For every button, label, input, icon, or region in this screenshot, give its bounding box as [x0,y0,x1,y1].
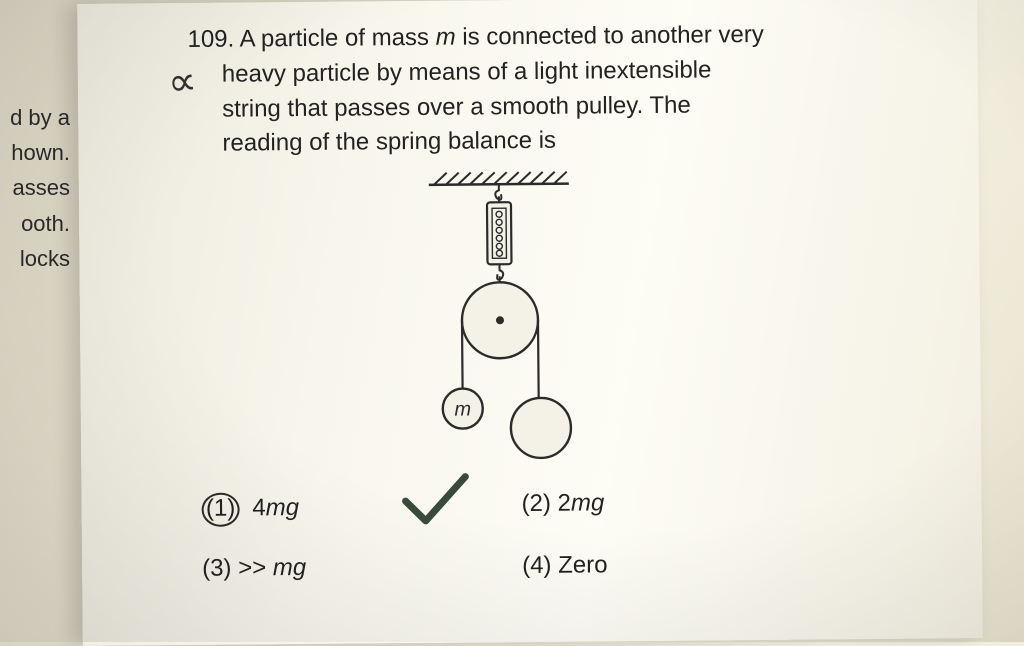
option-value-1: 4mg [252,494,299,521]
option-key-3: (3) [202,555,232,582]
option-value-4: Zero [558,551,608,578]
options-block: (1) 4mg (2) 2mg (3) >> mg (4) Zero [201,487,842,611]
option-2: (2) 2mg [521,488,781,524]
question-text-3: string that passes over a smooth pulley.… [222,88,691,127]
option-key-2: (2) [521,490,551,517]
cropped-left-text: d by a hown. asses ooth. locks [0,100,70,276]
edge-line: locks [0,241,70,276]
edge-line: asses [0,170,70,205]
small-mass-label: m [454,399,471,421]
question-text-4: reading of the spring balance is [222,124,556,162]
question-number: 109. [187,26,234,53]
option-3: (3) >> mg [202,552,522,583]
option-key-4: (4) [522,552,552,579]
pulley-diagram-svg: m [379,169,622,471]
question-text-2: heavy particle by means of a light inext… [222,53,712,92]
edge-line: ooth. [0,206,70,241]
option-row-1: (1) 4mg (2) 2mg [201,487,841,527]
option-value-2: 2mg [557,489,604,516]
option-row-2: (3) >> mg (4) Zero [202,549,842,583]
mass-variable: m [436,24,456,51]
question-block: 109. A particle of mass m is connected t… [187,18,808,163]
pulley-diagram: m [379,169,622,471]
option-4: (4) Zero [522,550,782,580]
edge-line: hown. [0,135,70,170]
option-value-3: >> mg [238,554,306,582]
option-key-1: (1) [201,493,239,527]
question-text-1a: A particle of mass [239,24,435,53]
edge-line: d by a [0,100,70,135]
paper-page: ∝ 109. A particle of mass m is connected… [77,0,983,646]
option-1: (1) 4mg [201,490,521,527]
question-text-1b: is connected to another very [456,21,764,51]
